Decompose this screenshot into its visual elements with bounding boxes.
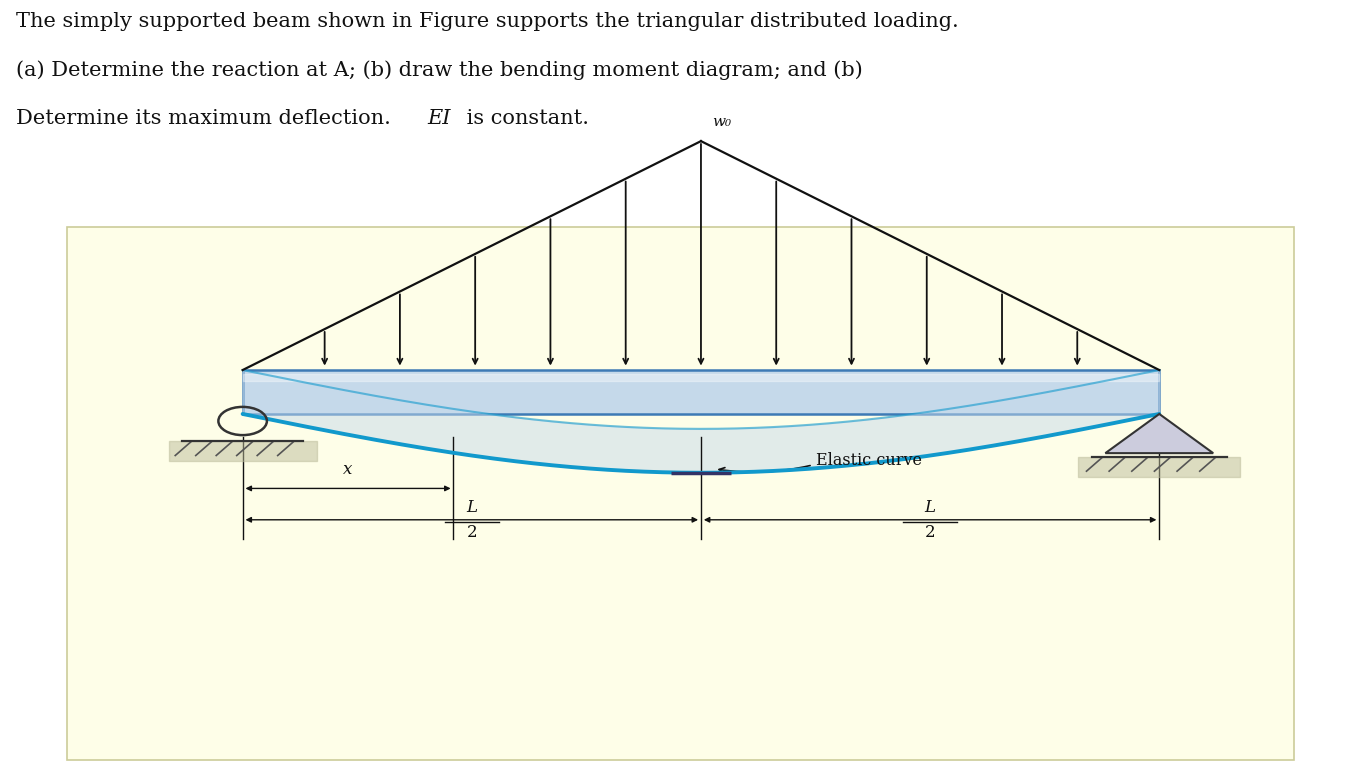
Text: The simply supported beam shown in Figure supports the triangular distributed lo: The simply supported beam shown in Figur… xyxy=(16,12,958,31)
Polygon shape xyxy=(1105,414,1213,453)
FancyBboxPatch shape xyxy=(243,370,1159,414)
Text: Determine its maximum deflection.: Determine its maximum deflection. xyxy=(16,109,398,128)
Text: L: L xyxy=(925,499,936,516)
Text: 2: 2 xyxy=(466,524,477,541)
Text: x: x xyxy=(344,461,353,478)
Text: L: L xyxy=(466,499,477,516)
Text: Elastic curve: Elastic curve xyxy=(816,452,922,470)
Bar xyxy=(67,227,1294,760)
Text: is constant.: is constant. xyxy=(460,109,589,128)
Text: EI: EI xyxy=(427,109,450,128)
Text: 2: 2 xyxy=(925,524,936,541)
Text: w₀: w₀ xyxy=(712,115,731,129)
Text: (a) Determine the reaction at A; (b) draw the bending moment diagram; and (b): (a) Determine the reaction at A; (b) dra… xyxy=(16,60,863,80)
